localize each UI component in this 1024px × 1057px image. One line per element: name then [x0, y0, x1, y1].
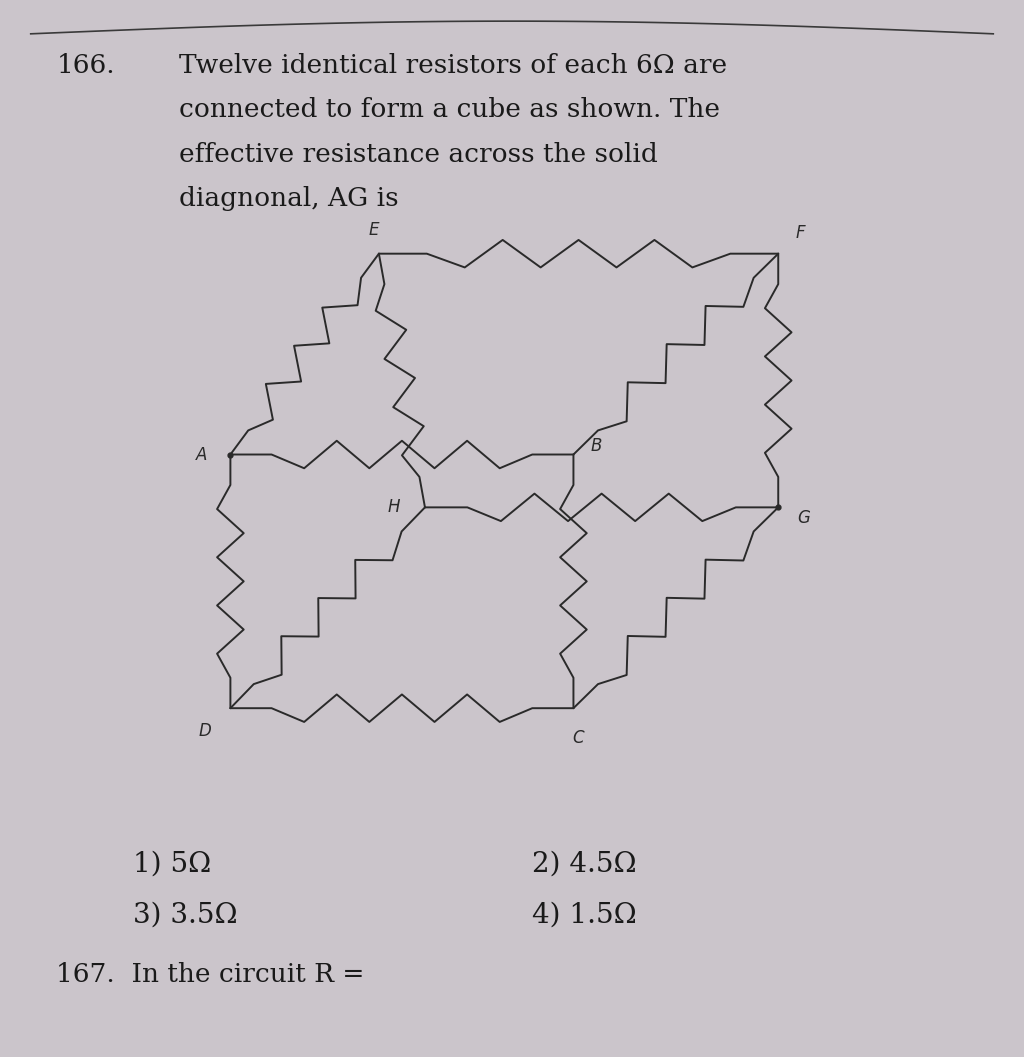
Text: H: H	[388, 498, 400, 517]
Text: diagnonal, AG is: diagnonal, AG is	[179, 186, 398, 211]
Text: Twelve identical resistors of each 6Ω are: Twelve identical resistors of each 6Ω ar…	[179, 53, 727, 78]
Text: effective resistance across the solid: effective resistance across the solid	[179, 142, 658, 167]
Text: 4) 1.5Ω: 4) 1.5Ω	[532, 902, 637, 929]
Text: connected to form a cube as shown. The: connected to form a cube as shown. The	[179, 97, 720, 123]
Text: B: B	[590, 437, 602, 456]
Text: A: A	[196, 445, 208, 464]
Text: 1) 5Ω: 1) 5Ω	[133, 851, 211, 878]
Text: 167.  In the circuit R =: 167. In the circuit R =	[56, 962, 365, 987]
Text: 3) 3.5Ω: 3) 3.5Ω	[133, 902, 238, 929]
Text: E: E	[369, 221, 379, 240]
Text: G: G	[798, 508, 810, 527]
Text: C: C	[572, 728, 585, 747]
Text: D: D	[199, 722, 211, 741]
Text: F: F	[796, 223, 806, 242]
Text: 166.: 166.	[56, 53, 115, 78]
Text: 2) 4.5Ω: 2) 4.5Ω	[532, 851, 637, 878]
